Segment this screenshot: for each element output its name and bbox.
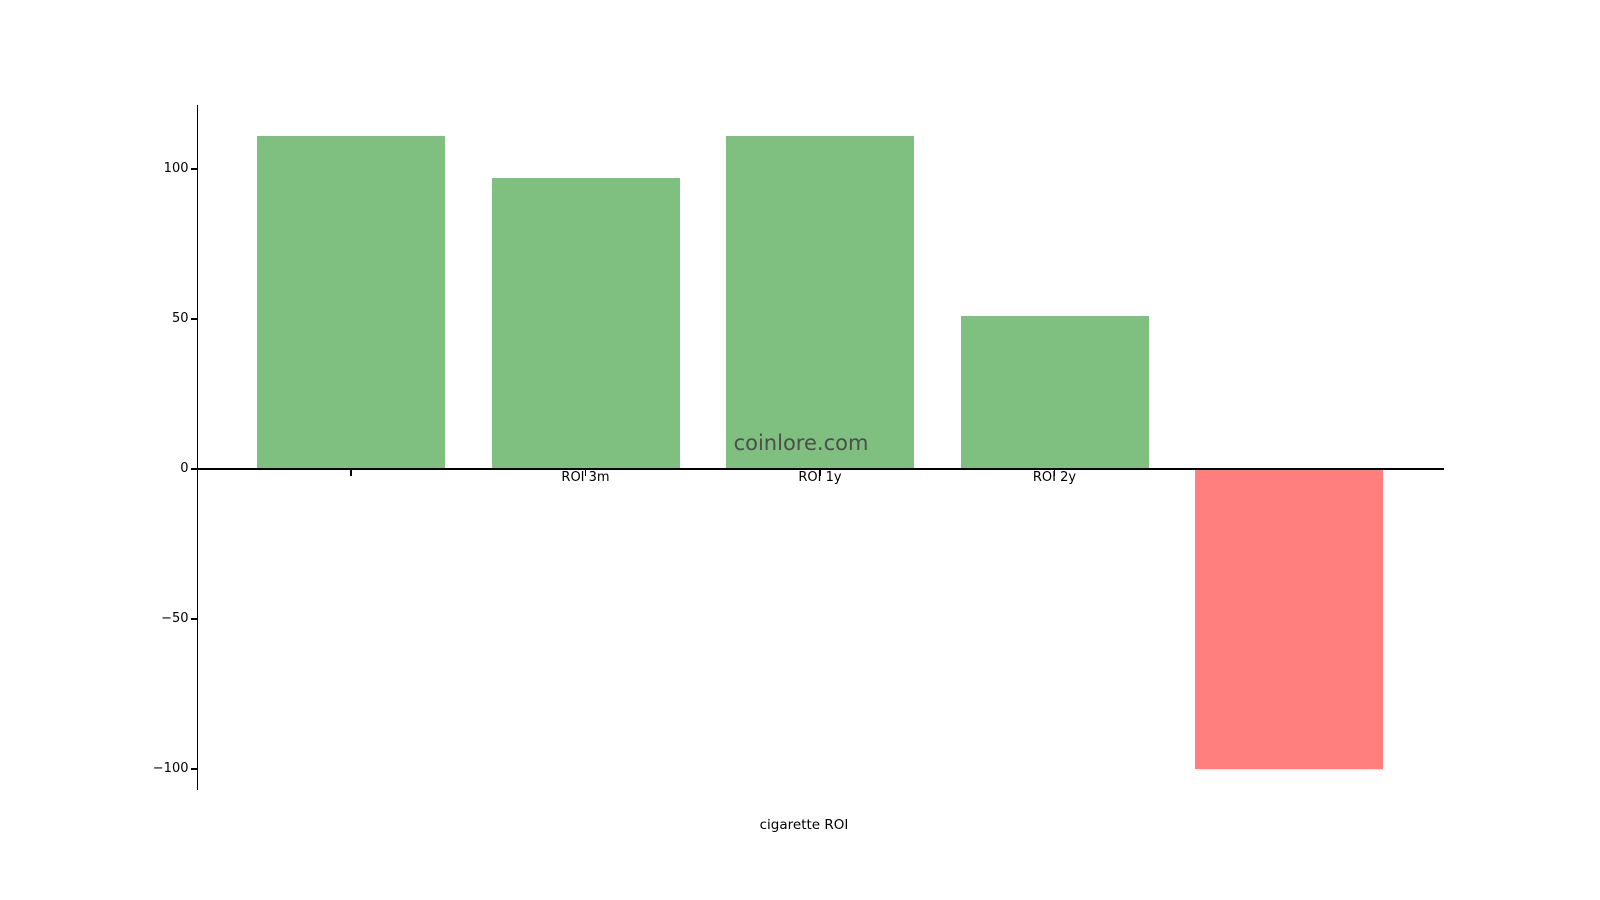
x-tick-mark <box>819 469 821 476</box>
y-tick-label: 0 <box>180 461 189 476</box>
x-axis-title: cigarette ROI <box>759 817 849 833</box>
x-axis-line <box>196 468 1444 470</box>
y-tick-label: 100 <box>163 161 189 176</box>
y-tick-label: −100 <box>152 761 189 776</box>
y-tick-mark <box>190 618 198 620</box>
x-tick-mark <box>350 469 352 476</box>
bar <box>257 136 445 469</box>
x-tick-label: ROI 3m <box>561 470 610 485</box>
x-tick-label: ROI 2y <box>1032 470 1077 485</box>
y-tick-mark <box>190 768 198 770</box>
y-tick-label: 50 <box>171 311 189 326</box>
x-tick-mark <box>584 469 587 476</box>
y-tick-mark <box>190 468 198 470</box>
y-axis-line <box>196 105 199 790</box>
y-tick-mark <box>190 318 198 320</box>
x-tick-mark <box>1053 469 1056 476</box>
bar <box>1195 469 1383 769</box>
bar <box>726 136 914 469</box>
bar <box>491 178 680 469</box>
x-tick-label: ROI 1y <box>798 470 842 485</box>
y-tick-label: −50 <box>161 611 189 626</box>
watermark: coinlore.com <box>733 431 869 455</box>
bar <box>960 316 1149 469</box>
y-tick-mark <box>190 168 198 170</box>
